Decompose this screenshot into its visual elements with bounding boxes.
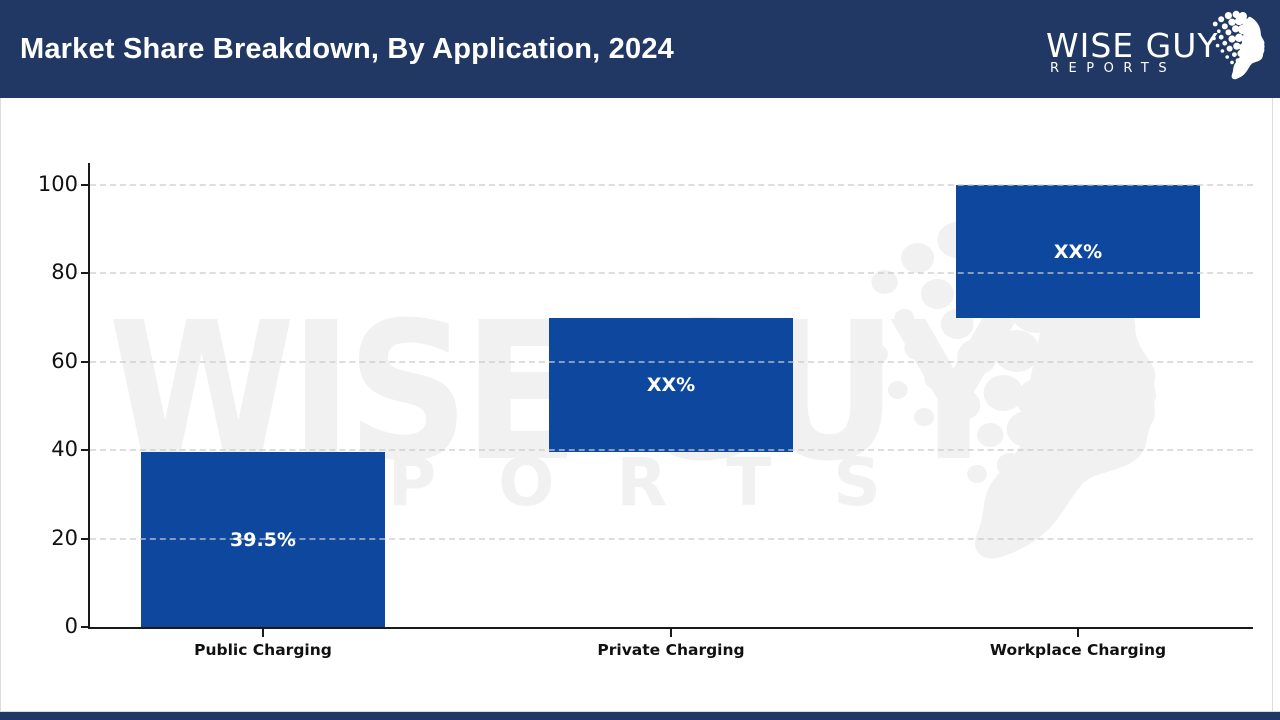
y-tick-mark: [81, 537, 90, 540]
gridline: [90, 537, 1253, 540]
gridline: [90, 360, 1253, 363]
header-bar: Market Share Breakdown, By Application, …: [0, 0, 1280, 98]
y-tick-mark: [81, 184, 90, 186]
gridline: [90, 184, 1253, 186]
y-tick-mark: [81, 626, 90, 628]
page-title: Market Share Breakdown, By Application, …: [20, 32, 674, 65]
y-tick-label: 60: [51, 348, 78, 373]
right-frame-line: [1272, 98, 1273, 712]
y-tick-label: 40: [51, 437, 78, 462]
x-category-label: Public Charging: [194, 641, 332, 659]
y-tick-mark: [81, 449, 90, 452]
x-category-label: Workplace Charging: [989, 641, 1167, 659]
y-tick-label: 80: [51, 260, 78, 285]
footer-divider-line: [0, 711, 1280, 712]
logo-tagline: REPORTS: [1050, 61, 1177, 76]
logo-head-icon: [1212, 10, 1265, 80]
bar-value-label: XX%: [646, 374, 696, 397]
gridline: [90, 272, 1253, 275]
chart-bar: [141, 452, 385, 627]
gridline: [90, 449, 1253, 452]
logo-wordmark: WISE GUY: [1046, 26, 1219, 65]
x-tick-mark: [670, 629, 672, 637]
y-axis-line: [88, 163, 90, 629]
bar-value-label: 39.5%: [230, 528, 296, 551]
chart-bar: [549, 318, 793, 453]
bar-value-label: XX%: [1053, 240, 1103, 263]
y-tick-label: 20: [51, 525, 78, 550]
left-frame-line: [0, 98, 1, 712]
y-tick-label: 100: [37, 172, 78, 196]
footer-bar: [0, 712, 1280, 720]
x-tick-mark: [262, 629, 264, 637]
x-tick-mark: [1077, 629, 1079, 637]
x-category-label: Private Charging: [597, 641, 745, 659]
y-tick-mark: [81, 360, 90, 363]
y-tick-mark: [81, 272, 90, 275]
y-tick-label: 0: [64, 614, 78, 638]
x-axis-line: [88, 627, 1253, 629]
